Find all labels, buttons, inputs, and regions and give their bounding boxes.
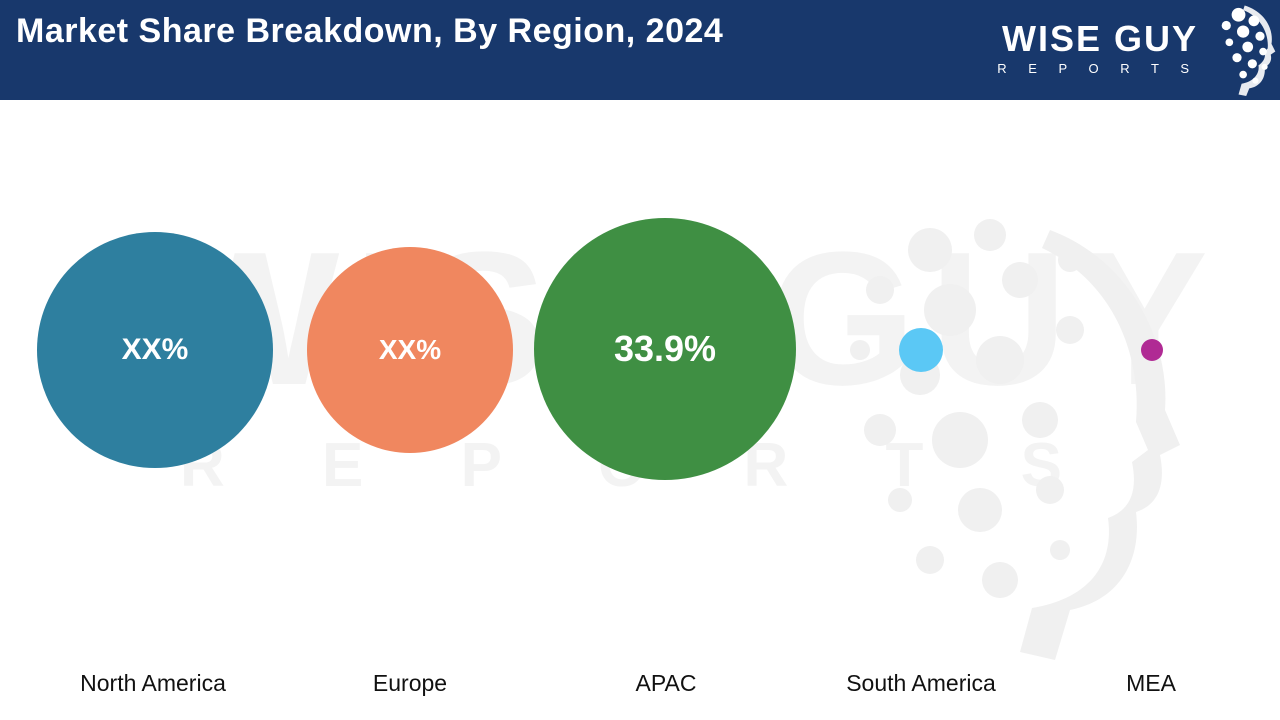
bubble-south-america <box>899 328 943 372</box>
brand-logo-name: WISE GUY <box>1001 18 1198 59</box>
chart-area: WISE GUY R E P O R T S <box>0 100 1280 720</box>
bubble-apac-value: 33.9% <box>613 328 717 369</box>
region-label-apac: APAC <box>635 670 697 696</box>
bubble-north-america-value: XX% <box>121 333 189 366</box>
brand-logo-subtitle: R E P O R T S <box>997 60 1198 76</box>
region-label-south-america: South America <box>846 670 996 696</box>
bubble-mea <box>1141 339 1163 361</box>
page-title: Market Share Breakdown, By Region, 2024 <box>16 12 724 50</box>
header-bar: Market Share Breakdown, By Region, 2024 … <box>0 0 1280 100</box>
region-label-mea: MEA <box>1126 670 1176 696</box>
bubble-europe-value: XX% <box>378 334 442 365</box>
bubble-apac: 33.9% <box>534 218 796 480</box>
bubble-europe: XX% <box>307 247 513 453</box>
region-label-north-america: North America <box>80 670 226 696</box>
bubble-north-america: XX% <box>37 232 273 468</box>
region-label-europe: Europe <box>372 670 448 696</box>
watermark-head-icon <box>770 200 1180 680</box>
brand-logo: WISE GUY R E P O R T S <box>997 20 1198 76</box>
brand-head-icon <box>1198 4 1276 97</box>
